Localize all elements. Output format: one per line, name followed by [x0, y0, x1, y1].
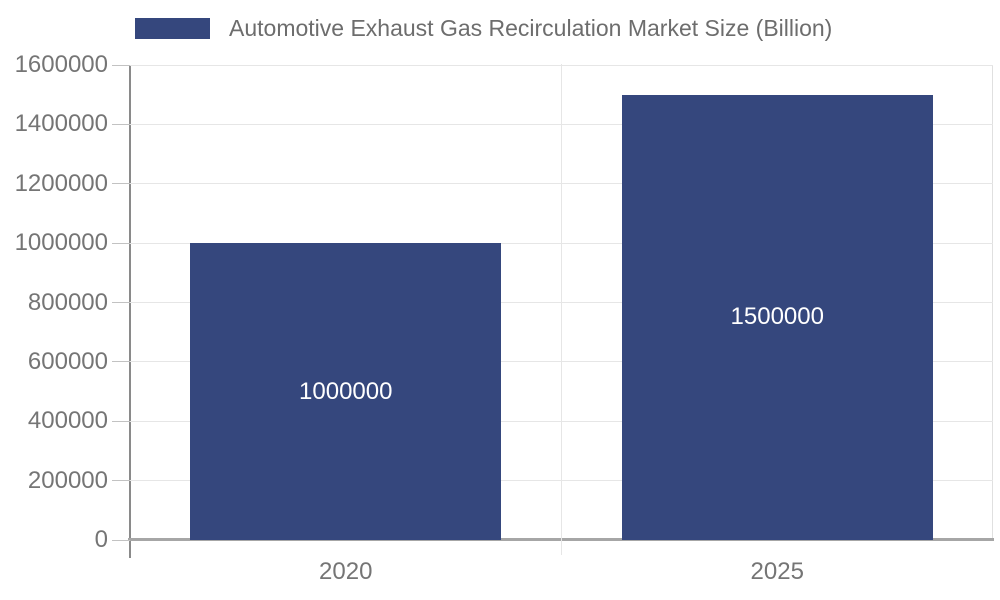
- y-tick-label: 1600000: [14, 51, 108, 78]
- y-tick-mark: [112, 361, 130, 363]
- y-tick-label: 1000000: [14, 229, 108, 257]
- bar: [621, 94, 933, 540]
- y-tick-label: 600000: [27, 347, 108, 375]
- bar: [190, 243, 502, 540]
- bar-value-label: 1000000: [299, 377, 393, 405]
- y-tick-mark: [112, 480, 130, 482]
- y-axis-line: [129, 65, 131, 558]
- y-tick-mark: [112, 420, 130, 422]
- y-tick-label: 1200000: [14, 169, 108, 197]
- category-separator-gridline: [561, 64, 562, 555]
- x-tick-label: 2025: [750, 558, 804, 585]
- y-tick-mark: [112, 242, 130, 244]
- chart-legend: Automotive Exhaust Gas Recirculation Mar…: [135, 15, 832, 42]
- plot-area: 1000000 1500000: [128, 64, 994, 558]
- y-tick-label: 400000: [27, 407, 108, 435]
- x-tick-label: 2020: [319, 558, 373, 585]
- legend-swatch: [135, 18, 210, 39]
- y-tick-mark: [112, 302, 130, 303]
- y-tick-label: 800000: [27, 288, 108, 316]
- chart-title: Automotive Exhaust Gas Recirculation Mar…: [229, 15, 833, 41]
- y-tick-mark: [112, 123, 130, 125]
- y-tick-mark: [112, 64, 130, 66]
- y-tick-mark: [112, 539, 130, 541]
- y-tick-mark: [112, 183, 130, 185]
- y-tick-label: 0: [94, 526, 108, 553]
- y-tick-label: 200000: [27, 466, 108, 494]
- y-tick-label: 1400000: [14, 110, 108, 138]
- bar-value-label: 1500000: [730, 303, 824, 331]
